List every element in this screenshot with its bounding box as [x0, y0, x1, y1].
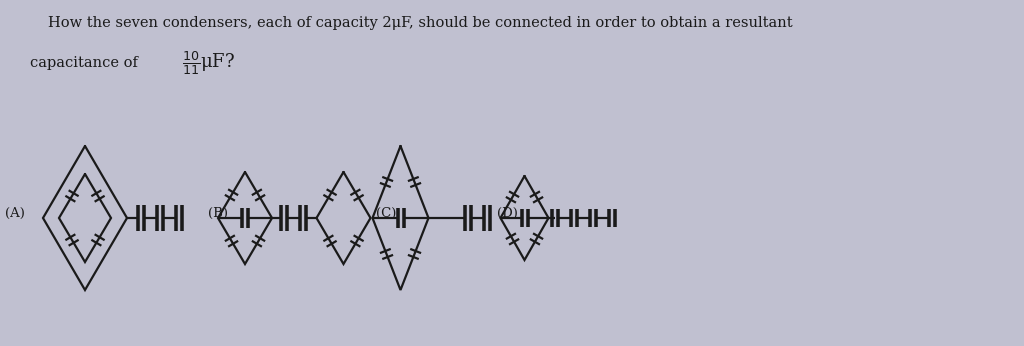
Text: capacitance of: capacitance of [30, 56, 142, 70]
Text: How the seven condensers, each of capacity 2μF, should be connected in order to : How the seven condensers, each of capaci… [48, 16, 793, 30]
Text: (C): (C) [376, 207, 396, 219]
Text: $\frac{10}{11}$μF?: $\frac{10}{11}$μF? [182, 49, 236, 77]
Text: (D): (D) [497, 207, 517, 219]
Text: (B): (B) [208, 207, 228, 219]
Text: (A): (A) [5, 207, 25, 219]
